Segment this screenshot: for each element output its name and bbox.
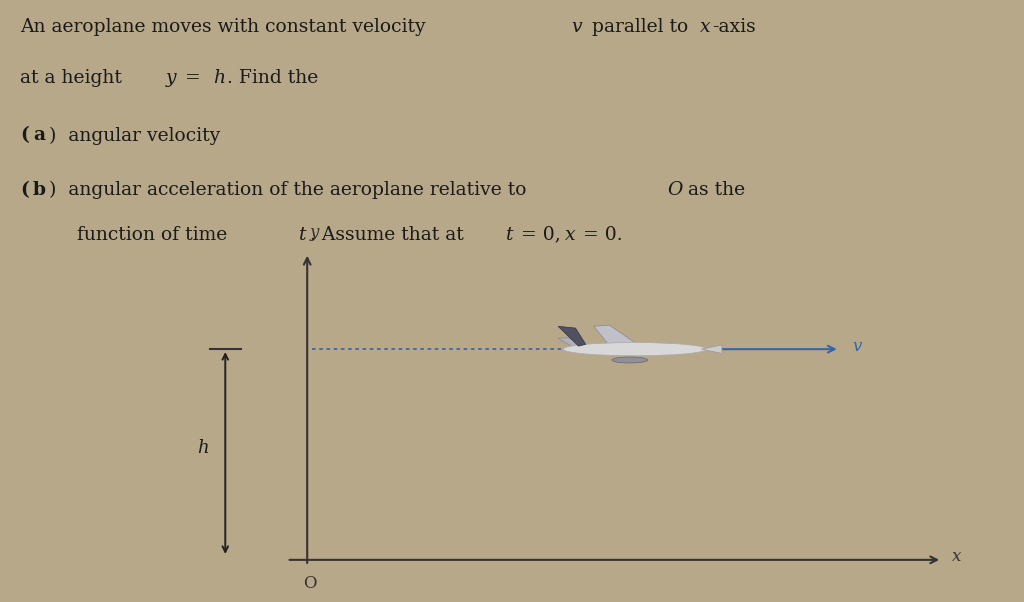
Polygon shape <box>701 345 722 353</box>
Text: function of time: function of time <box>77 226 233 244</box>
Text: )  angular acceleration of the aeroplane relative to: ) angular acceleration of the aeroplane … <box>49 181 532 199</box>
Polygon shape <box>558 326 586 346</box>
Polygon shape <box>558 338 599 350</box>
Text: (: ( <box>20 181 30 199</box>
Text: v: v <box>852 338 861 355</box>
Text: (: ( <box>20 126 30 144</box>
Text: t: t <box>299 226 306 244</box>
Text: = 0,: = 0, <box>515 226 567 244</box>
Text: An aeroplane moves with constant velocity: An aeroplane moves with constant velocit… <box>20 18 432 36</box>
Text: h: h <box>213 69 225 87</box>
Text: y: y <box>309 224 319 241</box>
Text: t: t <box>506 226 513 244</box>
Ellipse shape <box>612 357 647 363</box>
Text: h: h <box>197 439 209 458</box>
Text: x: x <box>700 18 711 36</box>
Text: x: x <box>952 548 962 565</box>
Text: )  angular velocity: ) angular velocity <box>49 126 220 144</box>
Text: v: v <box>571 18 582 36</box>
Text: . Find the: . Find the <box>227 69 318 87</box>
Text: =: = <box>179 69 207 87</box>
Text: at a height: at a height <box>20 69 128 87</box>
Text: O: O <box>303 575 317 592</box>
Text: y: y <box>166 69 176 87</box>
Text: as the: as the <box>682 181 745 199</box>
Text: parallel to: parallel to <box>586 18 694 36</box>
Text: . Assume that at: . Assume that at <box>310 226 470 244</box>
Text: O: O <box>668 181 683 199</box>
Text: a: a <box>33 126 45 144</box>
Text: b: b <box>33 181 46 199</box>
Polygon shape <box>594 325 660 352</box>
Text: x: x <box>565 226 575 244</box>
Ellipse shape <box>563 343 707 356</box>
Text: = 0.: = 0. <box>577 226 623 244</box>
Text: -axis: -axis <box>712 18 756 36</box>
